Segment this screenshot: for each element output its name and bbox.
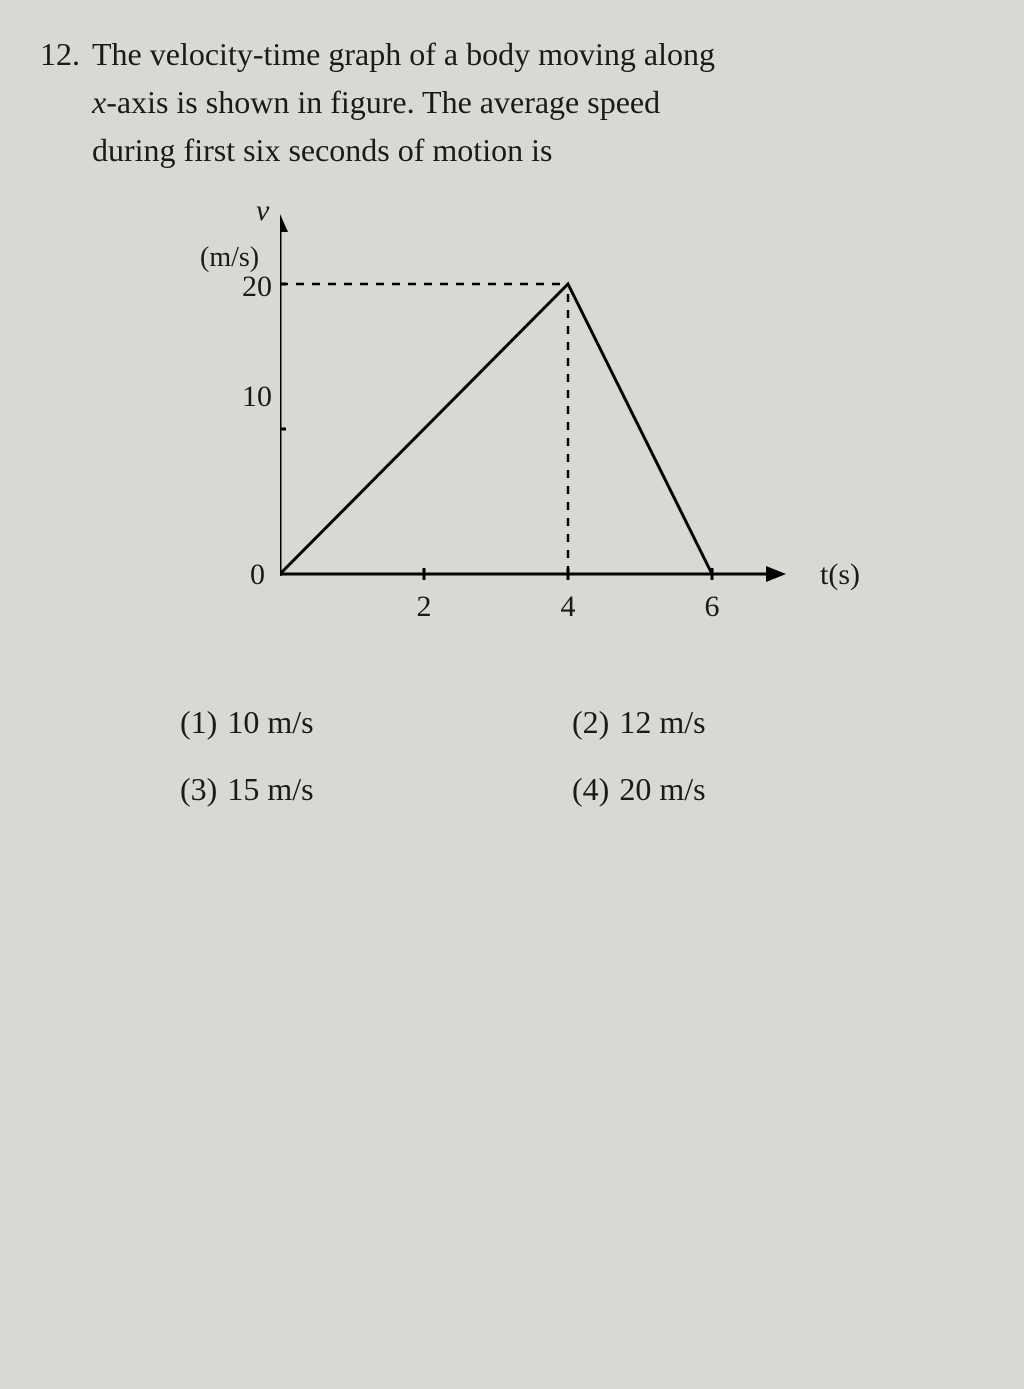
option-2-text: 12 m/s [619, 704, 705, 741]
option-4-num: (4) [572, 771, 609, 808]
option-3: (3) 15 m/s [180, 771, 512, 808]
x-tick-2: 2 [417, 590, 432, 624]
x-axis-label: t(s) [820, 558, 860, 592]
option-3-num: (3) [180, 771, 217, 808]
options-grid: (1) 10 m/s (2) 12 m/s (3) 15 m/s (4) 20 … [180, 704, 904, 808]
option-4: (4) 20 m/s [572, 771, 904, 808]
q-text-1: The velocity-time graph of a body moving… [92, 36, 715, 72]
option-1-num: (1) [180, 704, 217, 741]
origin-label: 0 [250, 558, 265, 592]
y-tick-10: 10 [230, 380, 272, 414]
chart-svg [280, 214, 800, 654]
question-body: The velocity-time graph of a body moving… [92, 30, 984, 174]
option-4-text: 20 m/s [619, 771, 705, 808]
x-tick-6: 6 [705, 590, 720, 624]
y-axis-label: v [256, 194, 269, 228]
q-text-3: during first six seconds of motion is [92, 132, 552, 168]
y-tick-20: 20 [230, 270, 272, 304]
velocity-time-chart: v (m/s) 20 10 0 2 4 6 t(s) [280, 214, 800, 654]
q-text-2: -axis is shown in figure. The average sp… [106, 84, 660, 120]
q-axis-word: x [92, 84, 106, 120]
question-number: 12. [40, 30, 80, 174]
option-2: (2) 12 m/s [572, 704, 904, 741]
x-tick-4: 4 [561, 590, 576, 624]
option-3-text: 15 m/s [227, 771, 313, 808]
question-block: 12. The velocity-time graph of a body mo… [40, 30, 984, 174]
option-2-num: (2) [572, 704, 609, 741]
option-1-text: 10 m/s [227, 704, 313, 741]
option-1: (1) 10 m/s [180, 704, 512, 741]
